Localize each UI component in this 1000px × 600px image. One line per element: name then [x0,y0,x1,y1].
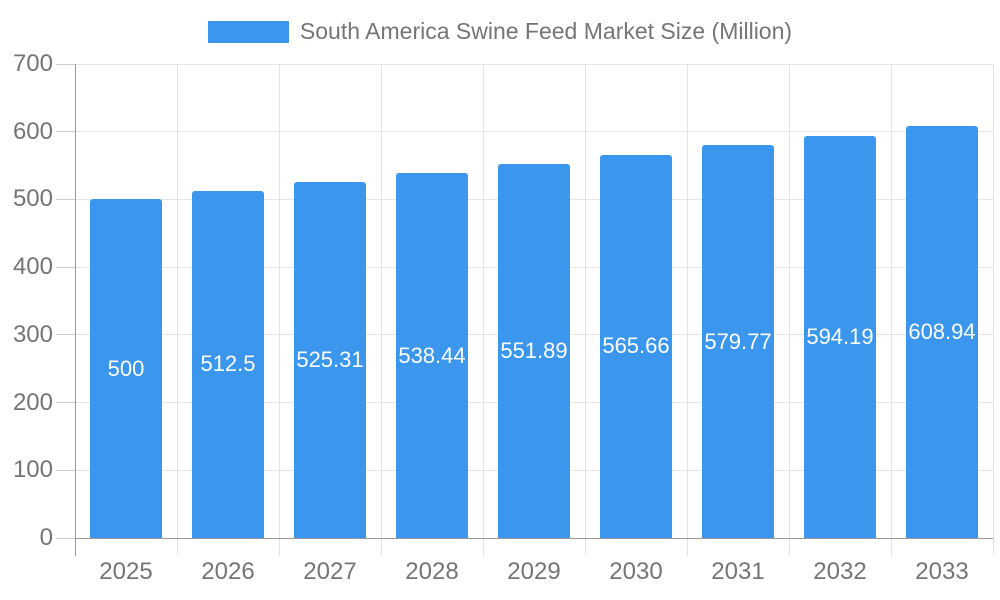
gridline-vertical [278,64,280,556]
bar-value-label: 594.19 [806,323,874,349]
bar-value-label: 579.77 [704,328,772,354]
bar-value-label: 565.66 [602,333,670,359]
bar[interactable]: 594.19 [804,135,876,538]
y-tick-label: 500 [12,185,53,213]
y-tick [56,63,75,65]
x-tick-label: 2032 [813,558,867,585]
gridline-vertical [584,64,586,556]
legend-swatch[interactable] [207,20,289,43]
y-tick [56,402,75,404]
y-tick-label: 400 [12,253,53,281]
bar[interactable]: 579.77 [702,145,774,538]
gridline-vertical [380,64,382,556]
bar[interactable]: 608.94 [906,125,978,538]
y-tick-label: 600 [12,117,53,145]
y-tick-label: 200 [12,388,53,416]
gridline-vertical [890,64,892,556]
gridline-horizontal [75,63,993,65]
bar[interactable]: 538.44 [396,173,468,538]
bar-value-label: 525.31 [296,347,364,373]
x-axis-line [75,538,993,539]
bar-value-label: 512.5 [200,351,256,377]
bar-value-label: 500 [107,355,145,381]
gridline-vertical [992,64,994,556]
x-tick-label: 2025 [99,558,153,585]
x-tick-label: 2027 [303,558,357,585]
bar-value-label: 551.89 [500,338,568,364]
y-tick [56,537,75,539]
legend[interactable]: South America Swine Feed Market Size (Mi… [0,18,1000,45]
x-tick-label: 2033 [915,558,969,585]
gridline-vertical [788,64,790,556]
legend-label[interactable]: South America Swine Feed Market Size (Mi… [299,18,793,44]
x-tick-label: 2028 [405,558,459,585]
gridline-vertical [686,64,688,556]
bar[interactable]: 512.5 [192,190,264,538]
x-tick-label: 2031 [711,558,765,585]
y-tick-label: 0 [39,524,53,551]
plot-area: 500 512.5 525.31 538.44 551.89 565.66 579.77 59… [75,63,994,556]
x-tick-label: 2026 [201,558,255,585]
bar[interactable]: 525.31 [294,182,366,538]
gridline-vertical [176,64,178,556]
y-tick-label: 100 [12,456,53,484]
y-tick-label: 700 [12,50,53,77]
y-tick [56,198,75,200]
bar-value-label: 538.44 [398,342,466,368]
bar[interactable]: 500 [90,199,162,538]
y-tick [56,131,75,133]
y-tick [56,266,75,268]
gridline-vertical [482,64,484,556]
x-tick-label: 2029 [507,558,561,585]
gridline-horizontal [75,131,993,133]
y-axis-line [75,64,76,556]
y-tick-label: 300 [12,320,53,348]
bar[interactable]: 565.66 [600,154,672,538]
y-tick [56,334,75,336]
x-tick-label: 2030 [609,558,663,585]
y-tick [56,469,75,471]
bar-value-label: 608.94 [908,318,976,344]
bar[interactable]: 551.89 [498,164,570,538]
